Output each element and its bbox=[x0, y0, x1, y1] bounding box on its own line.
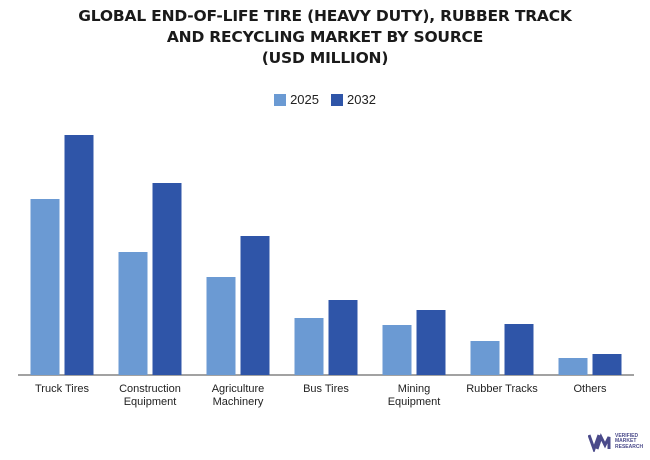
x-tick-label-1-1: Equipment bbox=[124, 396, 177, 408]
x-tick-label-2-0: Agriculture bbox=[212, 383, 265, 395]
x-tick-label-4-1: Equipment bbox=[388, 396, 441, 408]
legend-swatch-2032 bbox=[331, 93, 343, 106]
legend-swatch-2025 bbox=[274, 93, 287, 106]
bar-2032-1 bbox=[152, 183, 182, 375]
chart-title-line-1: GLOBAL END-OF-LIFE TIRE (HEAVY DUTY), RU… bbox=[78, 7, 572, 25]
legend-label-2032: 2032 bbox=[347, 92, 376, 107]
bar-2032-5 bbox=[504, 324, 534, 375]
vmr-logo-line-2: MARKET bbox=[615, 438, 637, 445]
bar-2025-5 bbox=[470, 341, 500, 375]
vmr-logo-line-1: VERIFIED bbox=[615, 432, 639, 439]
legend-item-2032: 2032 bbox=[331, 92, 376, 107]
bar-2032-2 bbox=[240, 236, 270, 375]
x-tick-label-6-0: Others bbox=[573, 383, 607, 395]
bar-2032-6 bbox=[592, 354, 622, 375]
bar-2025-2 bbox=[206, 277, 236, 375]
x-tick-label-3-0: Bus Tires bbox=[303, 383, 349, 395]
bar-2025-0 bbox=[30, 199, 60, 375]
legend-label-2025: 2025 bbox=[290, 92, 319, 107]
chart-legend: 2025 2032 bbox=[0, 92, 650, 107]
bar-2025-3 bbox=[294, 318, 324, 375]
vmr-logo: VERIFIED MARKET RESEARCH bbox=[588, 432, 643, 452]
vmr-logo-text: VERIFIED MARKET RESEARCH bbox=[615, 432, 644, 451]
bar-2025-4 bbox=[382, 325, 412, 375]
bar-2032-4 bbox=[416, 310, 446, 375]
chart-title: GLOBAL END-OF-LIFE TIRE (HEAVY DUTY), RU… bbox=[0, 6, 650, 69]
bar-2025-1 bbox=[118, 252, 148, 375]
vmr-logo-line-3: RESEARCH bbox=[615, 443, 644, 450]
bar-2025-6 bbox=[558, 358, 588, 375]
x-tick-label-2-1: Machinery bbox=[213, 396, 264, 408]
vmr-logo-icon bbox=[588, 433, 611, 452]
bar-2032-3 bbox=[328, 300, 358, 375]
x-tick-label-5-0: Rubber Tracks bbox=[466, 383, 538, 395]
x-tick-label-4-0: Mining bbox=[398, 383, 430, 395]
legend-item-2025: 2025 bbox=[274, 92, 319, 107]
chart-title-line-3: (USD MILLION) bbox=[261, 49, 389, 67]
bar-2032-0 bbox=[64, 135, 94, 375]
chart-title-line-2: AND RECYCLING MARKET BY SOURCE bbox=[166, 28, 484, 46]
x-tick-label-1-0: Construction bbox=[119, 383, 181, 395]
x-tick-label-0-0: Truck Tires bbox=[35, 383, 89, 395]
